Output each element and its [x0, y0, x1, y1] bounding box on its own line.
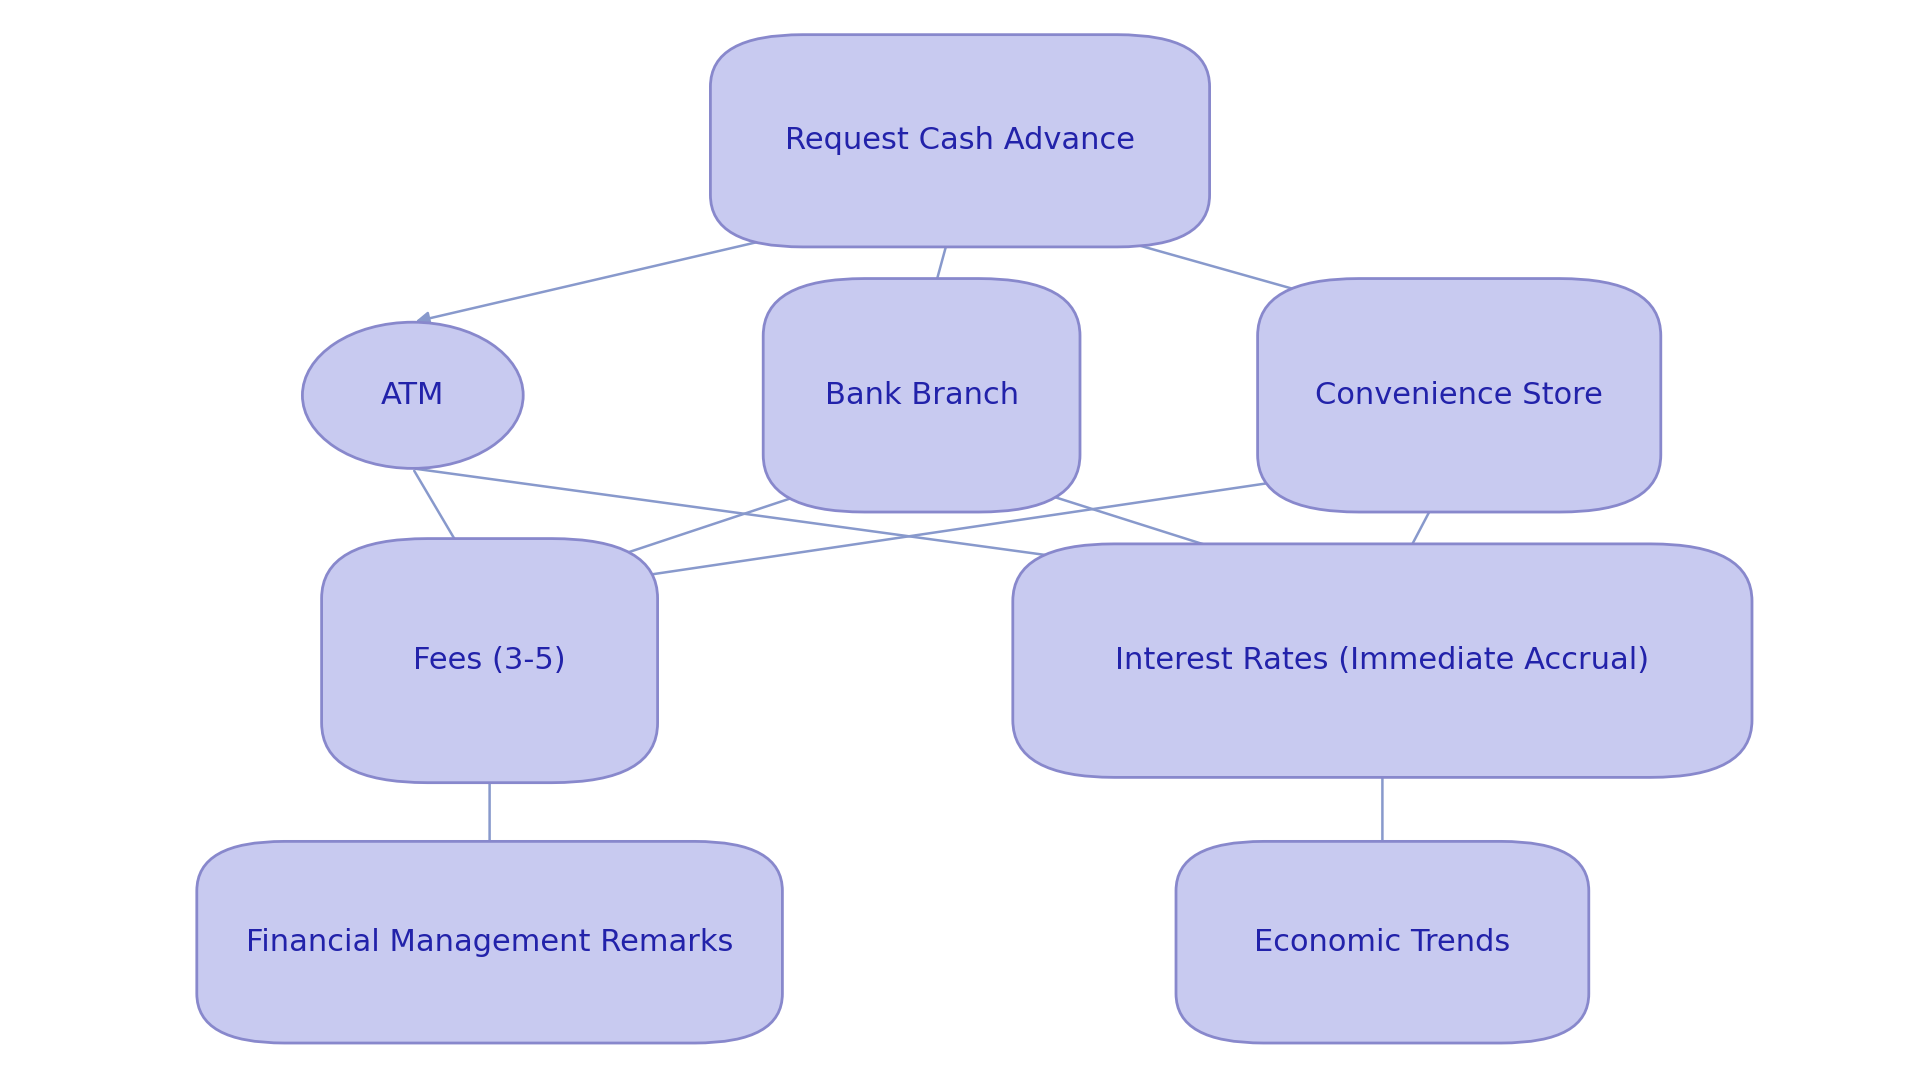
- FancyBboxPatch shape: [710, 35, 1210, 247]
- FancyBboxPatch shape: [1258, 278, 1661, 512]
- Text: Request Cash Advance: Request Cash Advance: [785, 127, 1135, 155]
- Text: Convenience Store: Convenience Store: [1315, 381, 1603, 409]
- Text: Economic Trends: Economic Trends: [1254, 928, 1511, 956]
- Text: ATM: ATM: [380, 381, 445, 409]
- Text: Fees (3-5): Fees (3-5): [413, 647, 566, 675]
- FancyBboxPatch shape: [1175, 841, 1588, 1043]
- FancyBboxPatch shape: [1014, 544, 1751, 778]
- FancyBboxPatch shape: [762, 278, 1079, 512]
- Text: Interest Rates (Immediate Accrual): Interest Rates (Immediate Accrual): [1116, 647, 1649, 675]
- Text: Bank Branch: Bank Branch: [824, 381, 1020, 409]
- Text: Financial Management Remarks: Financial Management Remarks: [246, 928, 733, 956]
- FancyBboxPatch shape: [198, 841, 783, 1043]
- Ellipse shape: [301, 323, 522, 468]
- FancyBboxPatch shape: [323, 538, 657, 783]
